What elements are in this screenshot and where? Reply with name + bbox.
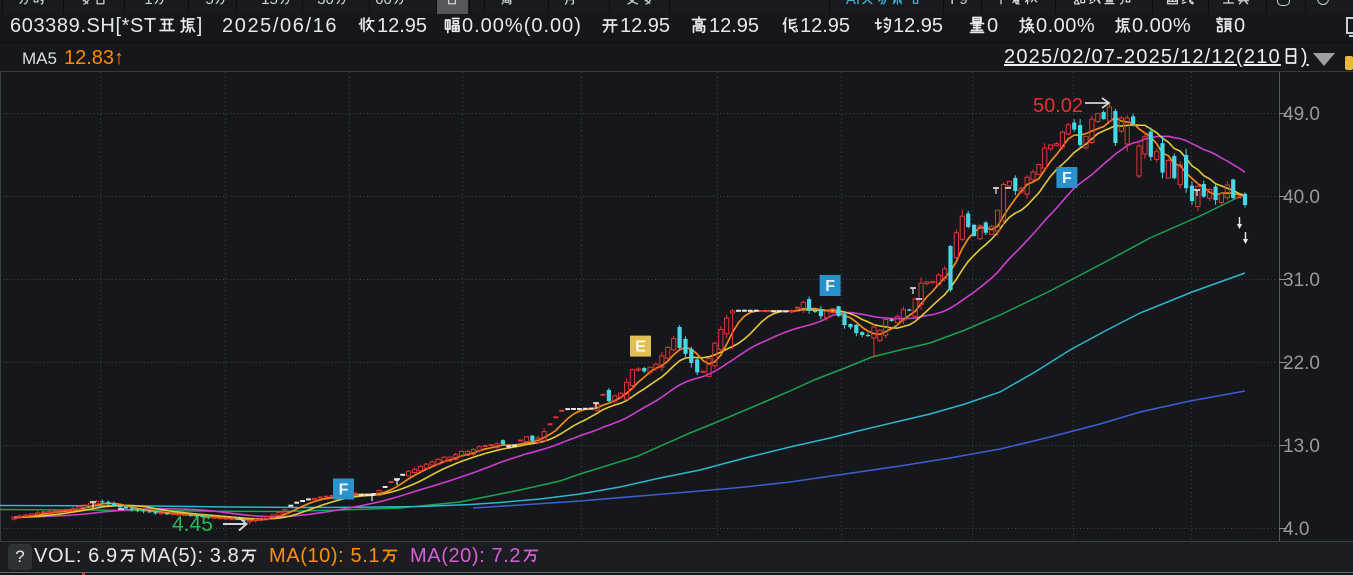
svg-text:F: F (1062, 170, 1072, 187)
svg-text:22.0: 22.0 (1283, 353, 1320, 374)
svg-text:31.0: 31.0 (1283, 270, 1320, 291)
svg-text:40.0: 40.0 (1283, 187, 1320, 208)
svg-text:E: E (635, 339, 646, 356)
svg-text:4.45: 4.45 (172, 513, 213, 536)
svg-text:50.02: 50.02 (1033, 95, 1083, 117)
svg-text:F: F (339, 482, 349, 499)
svg-text:13.0: 13.0 (1283, 436, 1320, 457)
svg-text:F: F (825, 278, 835, 295)
svg-text:4.0: 4.0 (1283, 519, 1309, 540)
svg-text:49.0: 49.0 (1283, 104, 1320, 125)
